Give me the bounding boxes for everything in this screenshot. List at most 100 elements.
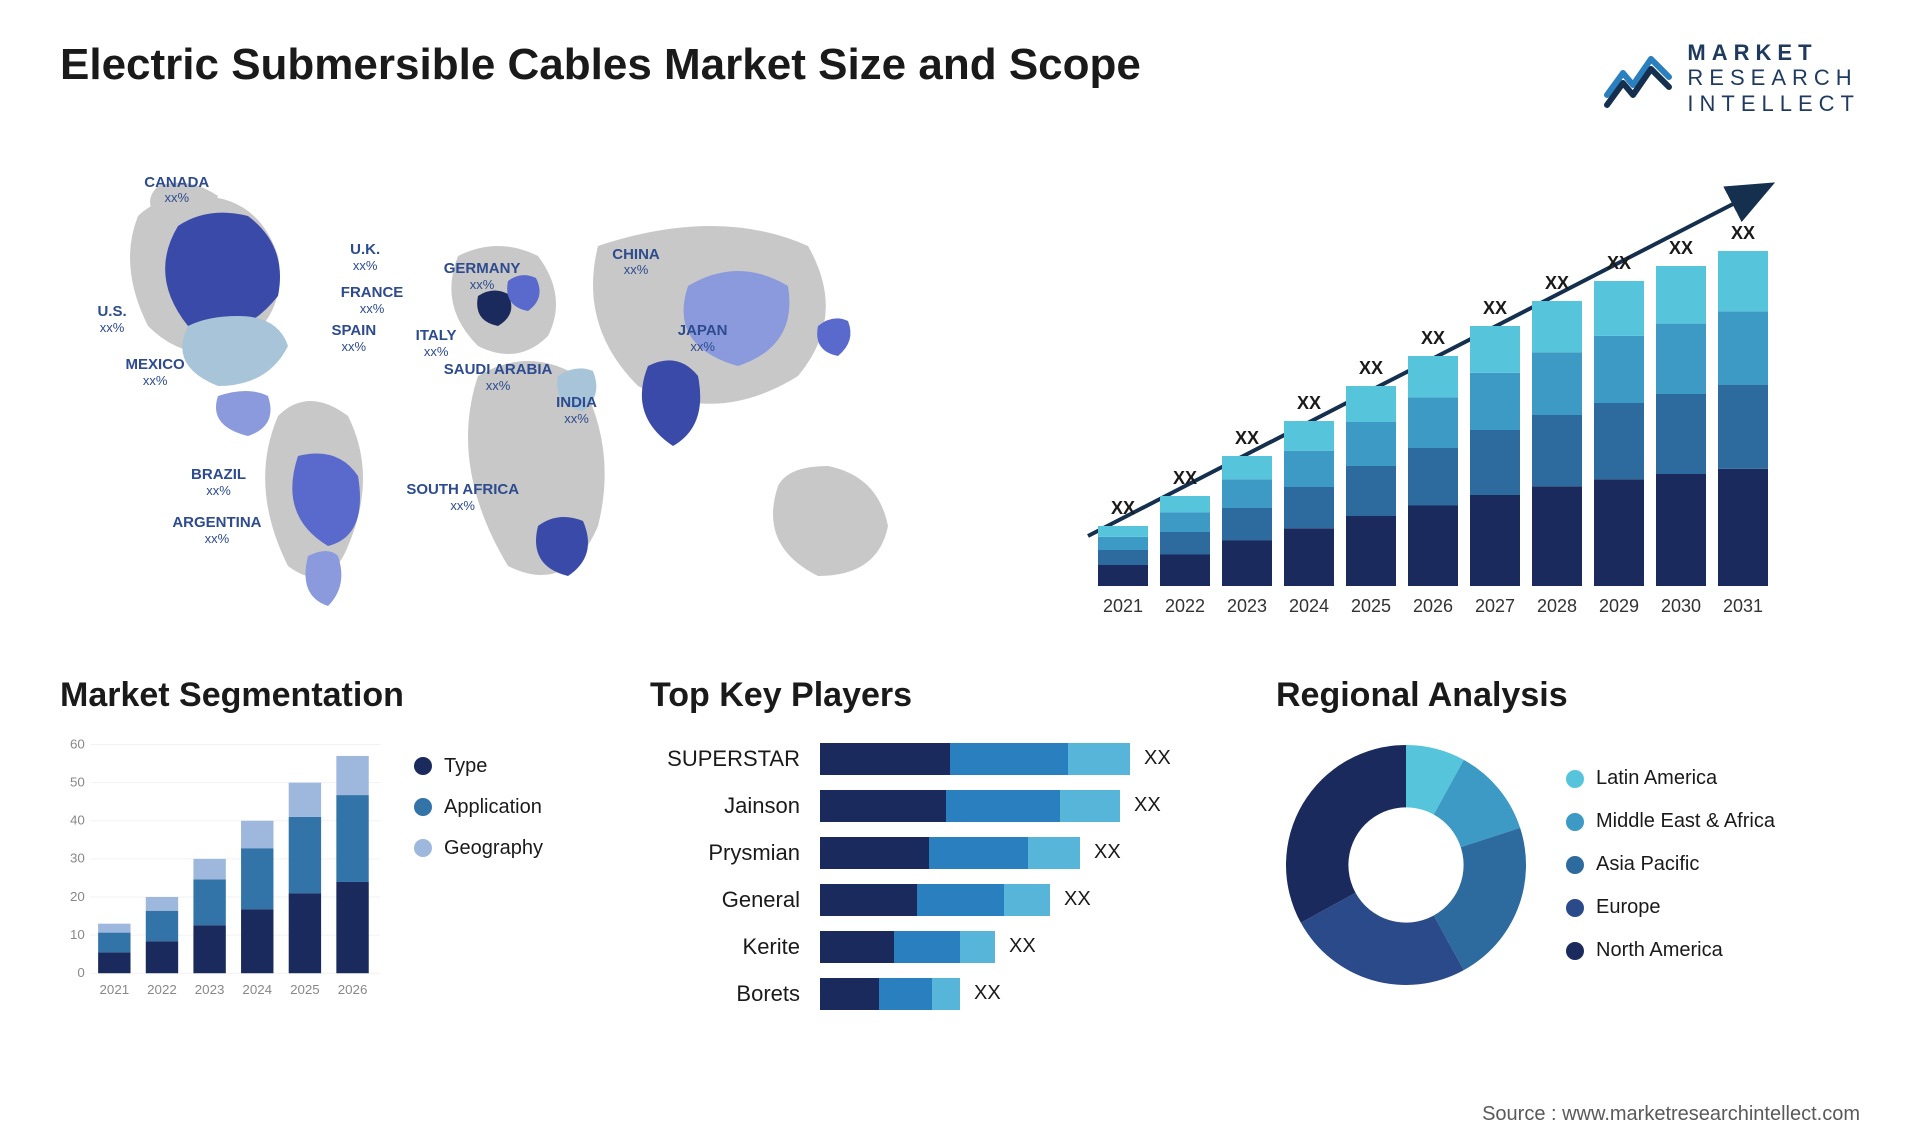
player-bar-seg bbox=[894, 931, 961, 963]
source-text: Source : www.marketresearchintellect.com bbox=[1482, 1103, 1860, 1126]
top-row: CANADAxx%U.S.xx%MEXICOxx%BRAZILxx%ARGENT… bbox=[60, 146, 1860, 626]
regional-legend: Latin AmericaMiddle East & AfricaAsia Pa… bbox=[1566, 767, 1775, 962]
svg-text:2025: 2025 bbox=[1351, 596, 1391, 616]
svg-text:2023: 2023 bbox=[1227, 596, 1267, 616]
player-bar-seg bbox=[820, 790, 946, 822]
player-value: XX bbox=[1009, 935, 1036, 958]
legend-swatch bbox=[414, 798, 432, 816]
map-label: ARGENTINAxx% bbox=[172, 515, 261, 547]
player-bar bbox=[820, 790, 1120, 822]
player-bar-seg bbox=[1060, 790, 1120, 822]
page-title: Electric Submersible Cables Market Size … bbox=[60, 40, 1141, 90]
legend-item: Middle East & Africa bbox=[1566, 810, 1775, 833]
svg-text:2029: 2029 bbox=[1599, 596, 1639, 616]
player-bar-seg bbox=[820, 931, 894, 963]
svg-text:XX: XX bbox=[1731, 223, 1755, 243]
legend-swatch bbox=[414, 839, 432, 857]
regional-donut bbox=[1276, 735, 1536, 995]
player-bar-seg bbox=[932, 978, 960, 1010]
player-value: XX bbox=[1144, 747, 1171, 770]
players-panel: Top Key Players SUPERSTARJainsonPrysmian… bbox=[650, 676, 1226, 1010]
segmentation-legend: TypeApplicationGeography bbox=[414, 735, 543, 1002]
svg-text:20: 20 bbox=[70, 889, 85, 904]
svg-text:2022: 2022 bbox=[147, 982, 177, 997]
map-label: SPAINxx% bbox=[331, 323, 376, 355]
player-value: XX bbox=[1064, 888, 1091, 911]
growth-chart: XX 2021 XX 2022 XX 2023 XX 2024 XX 2025 XX 2026 XX 20… bbox=[1036, 146, 1860, 626]
logo-line1: MARKET bbox=[1687, 40, 1860, 65]
player-bar bbox=[820, 837, 1080, 869]
legend-swatch bbox=[1566, 813, 1584, 831]
player-bar-seg bbox=[1004, 884, 1050, 916]
svg-text:XX: XX bbox=[1669, 238, 1693, 258]
players-title: Top Key Players bbox=[650, 676, 1226, 715]
regional-panel: Regional Analysis Latin AmericaMiddle Ea… bbox=[1276, 676, 1860, 1010]
regional-title: Regional Analysis bbox=[1276, 676, 1860, 715]
svg-text:2023: 2023 bbox=[195, 982, 225, 997]
svg-text:2024: 2024 bbox=[242, 982, 272, 997]
legend-swatch bbox=[1566, 856, 1584, 874]
logo-text: MARKET RESEARCH INTELLECT bbox=[1687, 40, 1860, 116]
svg-text:2030: 2030 bbox=[1661, 596, 1701, 616]
legend-item: Europe bbox=[1566, 896, 1775, 919]
player-name: General bbox=[650, 884, 800, 916]
legend-swatch bbox=[1566, 770, 1584, 788]
bottom-row: Market Segmentation 01020304050602021202… bbox=[60, 676, 1860, 1010]
player-name: Prysmian bbox=[650, 837, 800, 869]
world-map-panel: CANADAxx%U.S.xx%MEXICOxx%BRAZILxx%ARGENT… bbox=[60, 146, 996, 626]
map-label: U.K.xx% bbox=[350, 242, 380, 274]
segmentation-chart: 0102030405060202120222023202420252026 bbox=[60, 735, 384, 1002]
svg-text:2031: 2031 bbox=[1723, 596, 1763, 616]
svg-text:0: 0 bbox=[77, 965, 84, 980]
player-bar bbox=[820, 978, 960, 1010]
svg-text:2022: 2022 bbox=[1165, 596, 1205, 616]
player-bar-seg bbox=[929, 837, 1028, 869]
player-bar-seg bbox=[820, 837, 929, 869]
map-label: SOUTH AFRICAxx% bbox=[406, 482, 519, 514]
player-bar bbox=[820, 743, 1130, 775]
map-label: JAPANxx% bbox=[678, 323, 728, 355]
legend-label: Type bbox=[444, 755, 487, 778]
svg-text:XX: XX bbox=[1297, 393, 1321, 413]
legend-item: Geography bbox=[414, 837, 543, 860]
map-label: INDIAxx% bbox=[556, 395, 597, 427]
player-bar bbox=[820, 884, 1050, 916]
player-bars: XX XX XX XX XX XX bbox=[820, 735, 1226, 1010]
svg-text:XX: XX bbox=[1421, 328, 1445, 348]
svg-text:2028: 2028 bbox=[1537, 596, 1577, 616]
legend-item: North America bbox=[1566, 939, 1775, 962]
map-label: BRAZILxx% bbox=[191, 467, 246, 499]
svg-text:10: 10 bbox=[70, 927, 85, 942]
svg-text:2021: 2021 bbox=[1103, 596, 1143, 616]
player-bar-row: XX bbox=[820, 884, 1226, 916]
player-bar-row: XX bbox=[820, 743, 1226, 775]
player-bar-row: XX bbox=[820, 978, 1226, 1010]
legend-item: Asia Pacific bbox=[1566, 853, 1775, 876]
map-label: MEXICOxx% bbox=[126, 357, 185, 389]
svg-text:2026: 2026 bbox=[1413, 596, 1453, 616]
header: Electric Submersible Cables Market Size … bbox=[60, 40, 1860, 116]
svg-text:XX: XX bbox=[1173, 468, 1197, 488]
svg-text:XX: XX bbox=[1235, 428, 1259, 448]
player-name: Borets bbox=[650, 978, 800, 1010]
svg-text:2024: 2024 bbox=[1289, 596, 1329, 616]
player-bar-seg bbox=[820, 978, 879, 1010]
legend-swatch bbox=[1566, 899, 1584, 917]
svg-text:2021: 2021 bbox=[99, 982, 129, 997]
player-value: XX bbox=[1134, 794, 1161, 817]
player-value: XX bbox=[1094, 841, 1121, 864]
growth-chart-panel: XX 2021 XX 2022 XX 2023 XX 2024 XX 2025 XX 2026 XX 20… bbox=[1036, 146, 1860, 626]
player-names: SUPERSTARJainsonPrysmianGeneralKeriteBor… bbox=[650, 735, 800, 1010]
svg-text:XX: XX bbox=[1111, 498, 1135, 518]
map-label: GERMANYxx% bbox=[444, 261, 521, 293]
player-value: XX bbox=[974, 982, 1001, 1005]
legend-label: North America bbox=[1596, 939, 1723, 962]
player-bar-seg bbox=[820, 743, 950, 775]
map-label: CHINAxx% bbox=[612, 247, 660, 279]
player-bar-row: XX bbox=[820, 790, 1226, 822]
player-bar-seg bbox=[1068, 743, 1130, 775]
player-bar-seg bbox=[820, 884, 917, 916]
legend-label: Europe bbox=[1596, 896, 1661, 919]
svg-text:XX: XX bbox=[1483, 298, 1507, 318]
player-name: SUPERSTAR bbox=[650, 743, 800, 775]
